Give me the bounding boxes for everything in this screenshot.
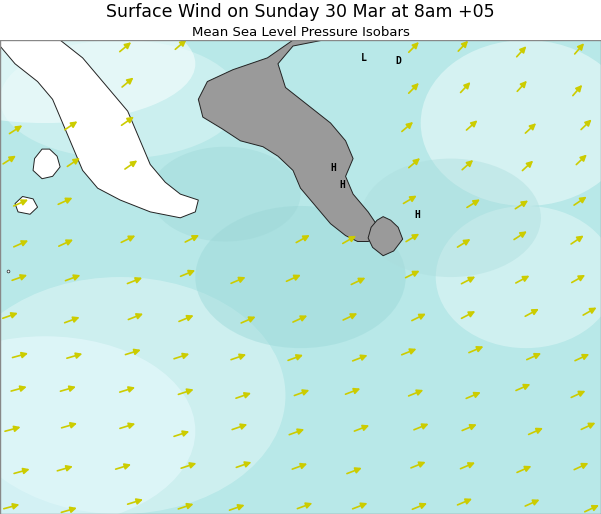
Text: L: L (361, 53, 367, 63)
Polygon shape (0, 40, 601, 514)
Ellipse shape (421, 40, 601, 206)
Polygon shape (0, 40, 198, 218)
Text: H: H (415, 210, 421, 221)
Text: H: H (340, 179, 346, 190)
Ellipse shape (150, 146, 300, 242)
Ellipse shape (436, 206, 601, 348)
Ellipse shape (0, 336, 195, 514)
Polygon shape (15, 196, 37, 214)
Polygon shape (198, 40, 380, 242)
Text: Mean Sea Level Pressure Isobars: Mean Sea Level Pressure Isobars (192, 26, 409, 40)
Text: Surface Wind on Sunday 30 Mar at 8am +05: Surface Wind on Sunday 30 Mar at 8am +05 (106, 3, 495, 21)
Ellipse shape (361, 158, 541, 277)
Ellipse shape (0, 277, 285, 514)
Polygon shape (33, 149, 60, 179)
Text: H: H (331, 163, 337, 173)
Text: D: D (395, 57, 401, 66)
Polygon shape (368, 216, 403, 256)
Ellipse shape (0, 40, 240, 158)
Ellipse shape (0, 5, 195, 123)
Ellipse shape (195, 206, 406, 348)
